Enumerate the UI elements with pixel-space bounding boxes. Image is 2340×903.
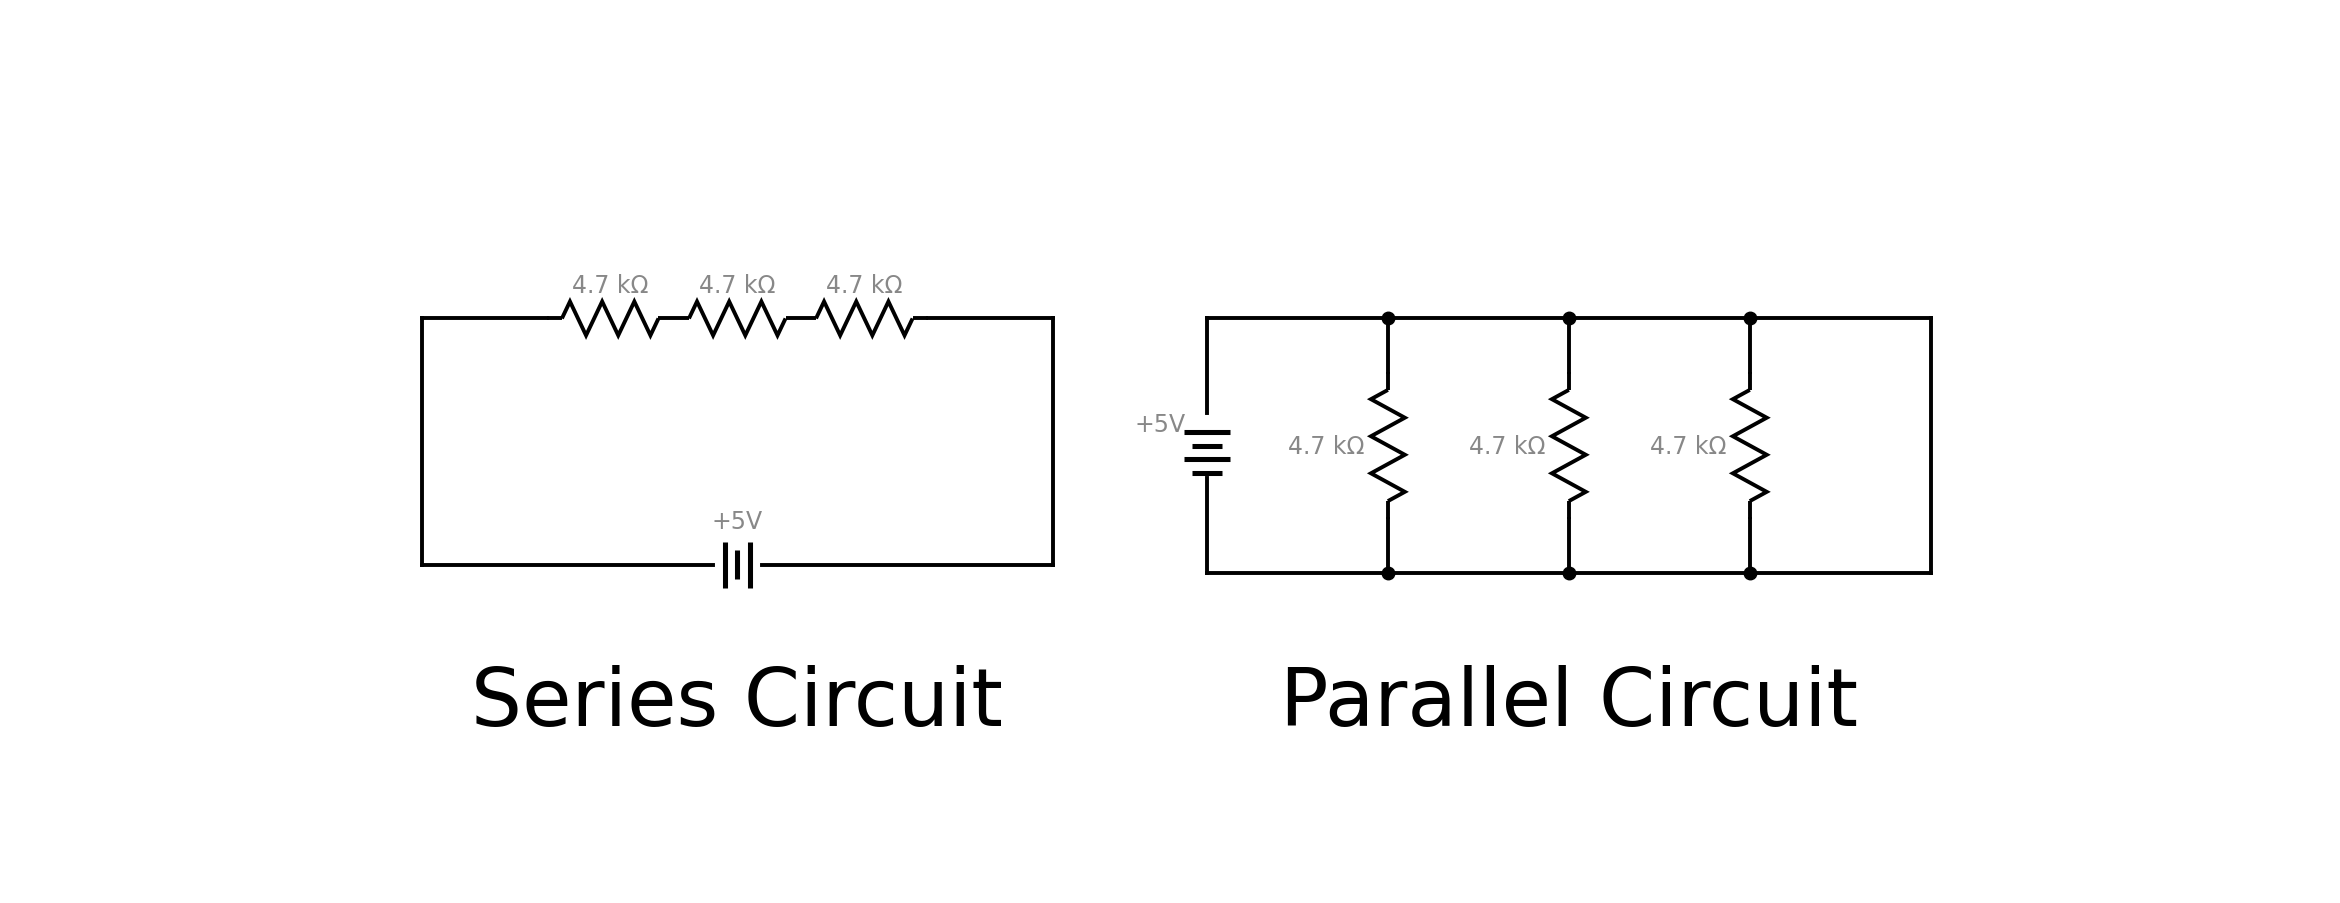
Text: 4.7 kΩ: 4.7 kΩ — [1470, 434, 1547, 458]
Text: +5V: +5V — [711, 509, 763, 533]
Text: +5V: +5V — [1135, 413, 1186, 436]
Text: Parallel Circuit: Parallel Circuit — [1280, 665, 1858, 742]
Text: 4.7 kΩ: 4.7 kΩ — [1289, 434, 1364, 458]
Text: Series Circuit: Series Circuit — [470, 665, 1004, 742]
Text: 4.7 kΩ: 4.7 kΩ — [826, 274, 903, 298]
Text: 4.7 kΩ: 4.7 kΩ — [1650, 434, 1727, 458]
Text: 4.7 kΩ: 4.7 kΩ — [571, 274, 648, 298]
Text: 4.7 kΩ: 4.7 kΩ — [700, 274, 775, 298]
